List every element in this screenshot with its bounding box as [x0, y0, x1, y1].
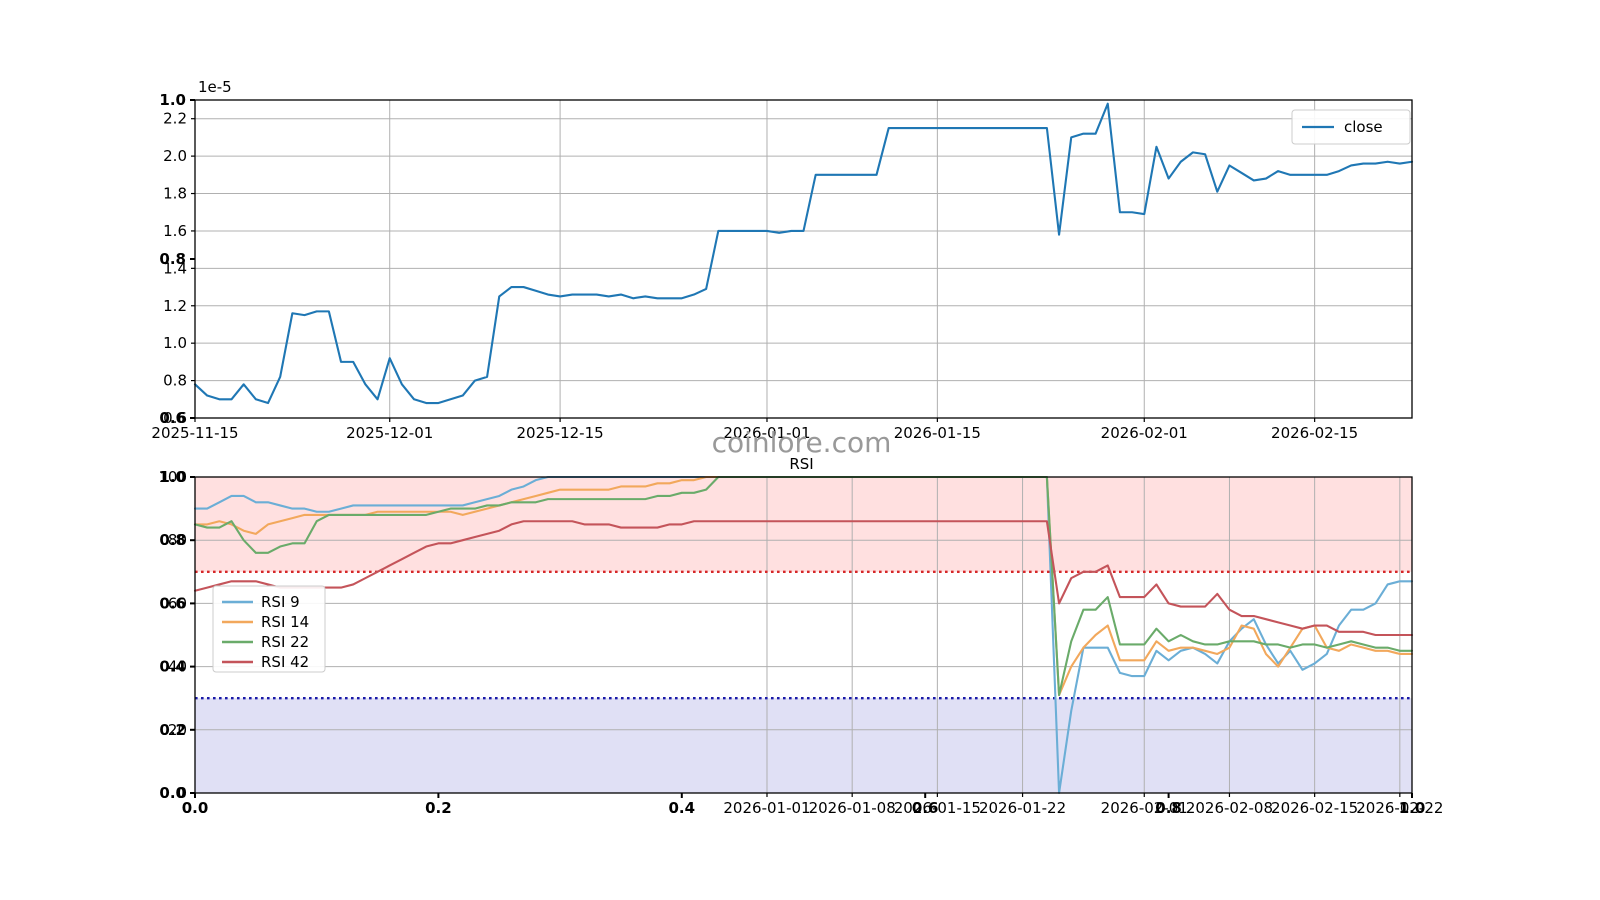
rsi-xtick-label: 2026-01-08	[809, 799, 896, 817]
rsi-overlay-xtick-label: 0.0	[182, 799, 209, 817]
rsi-panel: 0204060801002026-01-012026-01-082026-01-…	[158, 468, 1443, 817]
price-ytick-label: 2.2	[163, 110, 187, 128]
watermark-text: coinlore.com	[712, 426, 892, 459]
rsi-overlay-xtick-label: 0.2	[425, 799, 452, 817]
rsi-xtick-label: 2026-01-15	[894, 799, 981, 817]
price-ytick-label: 1.2	[163, 297, 187, 315]
rsi-overlay-xtick-label: 0.6	[912, 799, 939, 817]
price-xtick-label: 2026-02-01	[1101, 424, 1188, 442]
rsi-overlay-ytick-label: 0.0	[159, 784, 186, 802]
price-xtick-label: 2026-01-01	[723, 424, 810, 442]
price-ytick-label: 2.0	[163, 147, 187, 165]
price-plot-background	[195, 100, 1412, 418]
rsi-xtick-label: 2026-01-22	[979, 799, 1066, 817]
price-ytick-label: 1.0	[163, 334, 187, 352]
rsi-legend-label: RSI 42	[261, 653, 309, 671]
rsi-overlay-xtick-label: 1.0	[1399, 799, 1426, 817]
price-ytick-label: 0.8	[163, 372, 187, 390]
rsi-xtick-label: 2026-01-01	[723, 799, 810, 817]
rsi-xtick-label: 2026-02-15	[1271, 799, 1358, 817]
rsi-overlay-ytick-label: 1.0	[159, 468, 186, 486]
rsi-ytick-label: 60	[168, 594, 187, 612]
rsi-legend-label: RSI 22	[261, 633, 309, 651]
price-ytick-label: 1.4	[163, 259, 187, 277]
price-legend-box[interactable]	[1291, 109, 1411, 145]
rsi-overlay-ytick-label: 0.6	[159, 594, 186, 612]
price-legend-label: close	[1344, 118, 1383, 136]
price-panel: 0.6 0.8 1.0 1.2 1.4 1.6 1.8 2.0 2.2 1e-5 2025-11-1…	[151, 78, 1414, 442]
rsi-overlay-ytick-label: 0.2	[159, 721, 186, 739]
rsi-ytick-label: 20	[168, 721, 187, 739]
rsi-series-line-3	[193, 520, 1414, 637]
rsi-overlay-xtick-label: 0.8	[1155, 799, 1182, 817]
rsi-panel-title: RSI	[789, 455, 813, 473]
price-overlay-axis: 0.6 0.8 1.0	[159, 91, 195, 427]
rsi-overlay-ytick-label: 0.4	[159, 658, 186, 676]
rsi-legend-box[interactable]	[212, 585, 326, 673]
rsi-overlay-ytick-label: 0.8	[159, 531, 186, 549]
price-overlay-ytick-label: 1.0	[159, 91, 186, 109]
price-xtick-label: 2026-02-15	[1271, 424, 1358, 442]
price-xtick-label: 2026-01-15	[894, 424, 981, 442]
price-xtick-label: 2025-12-15	[517, 424, 604, 442]
price-overlay-ytick-label: 0.6	[159, 409, 186, 427]
rsi-ytick-label: 80	[168, 531, 187, 549]
rsi-ytick-label: 0	[177, 784, 187, 802]
price-overlay-ytick-label: 0.8	[159, 250, 186, 268]
rsi-xtick-label: 2026-02-01	[1101, 799, 1188, 817]
rsi-band	[195, 698, 1412, 793]
rsi-axes-spine	[194, 476, 1413, 794]
price-ytick-label: 1.6	[163, 222, 187, 240]
rsi-ytick-label: 40	[168, 658, 187, 676]
rsi-band	[195, 477, 1412, 572]
price-xtick-label: 2025-12-01	[346, 424, 433, 442]
price-yaxis-offset-label: 1e-5	[198, 78, 232, 96]
rsi-legend-label: RSI 9	[261, 593, 300, 611]
rsi-overlay-xtick-label: 0.4	[669, 799, 696, 817]
price-ytick-label: 0.6	[163, 409, 187, 427]
price-ytick-label: 1.8	[163, 185, 187, 203]
price-close-line	[193, 102, 1414, 405]
rsi-legend-label: RSI 14	[261, 613, 309, 631]
rsi-xtick-label: 2026-02-08	[1186, 799, 1273, 817]
rsi-ytick-label: 100	[158, 468, 187, 486]
rsi-xtick-label: 2026-02-22	[1356, 799, 1443, 817]
price-xtick-label: 2025-11-15	[151, 424, 238, 442]
rsi-overlay-axis: 0.0 0.2 0.4 0.6 0.8 1.0 0.0 0.2 0.4 0.6 0.8 1.0	[159, 468, 1425, 817]
